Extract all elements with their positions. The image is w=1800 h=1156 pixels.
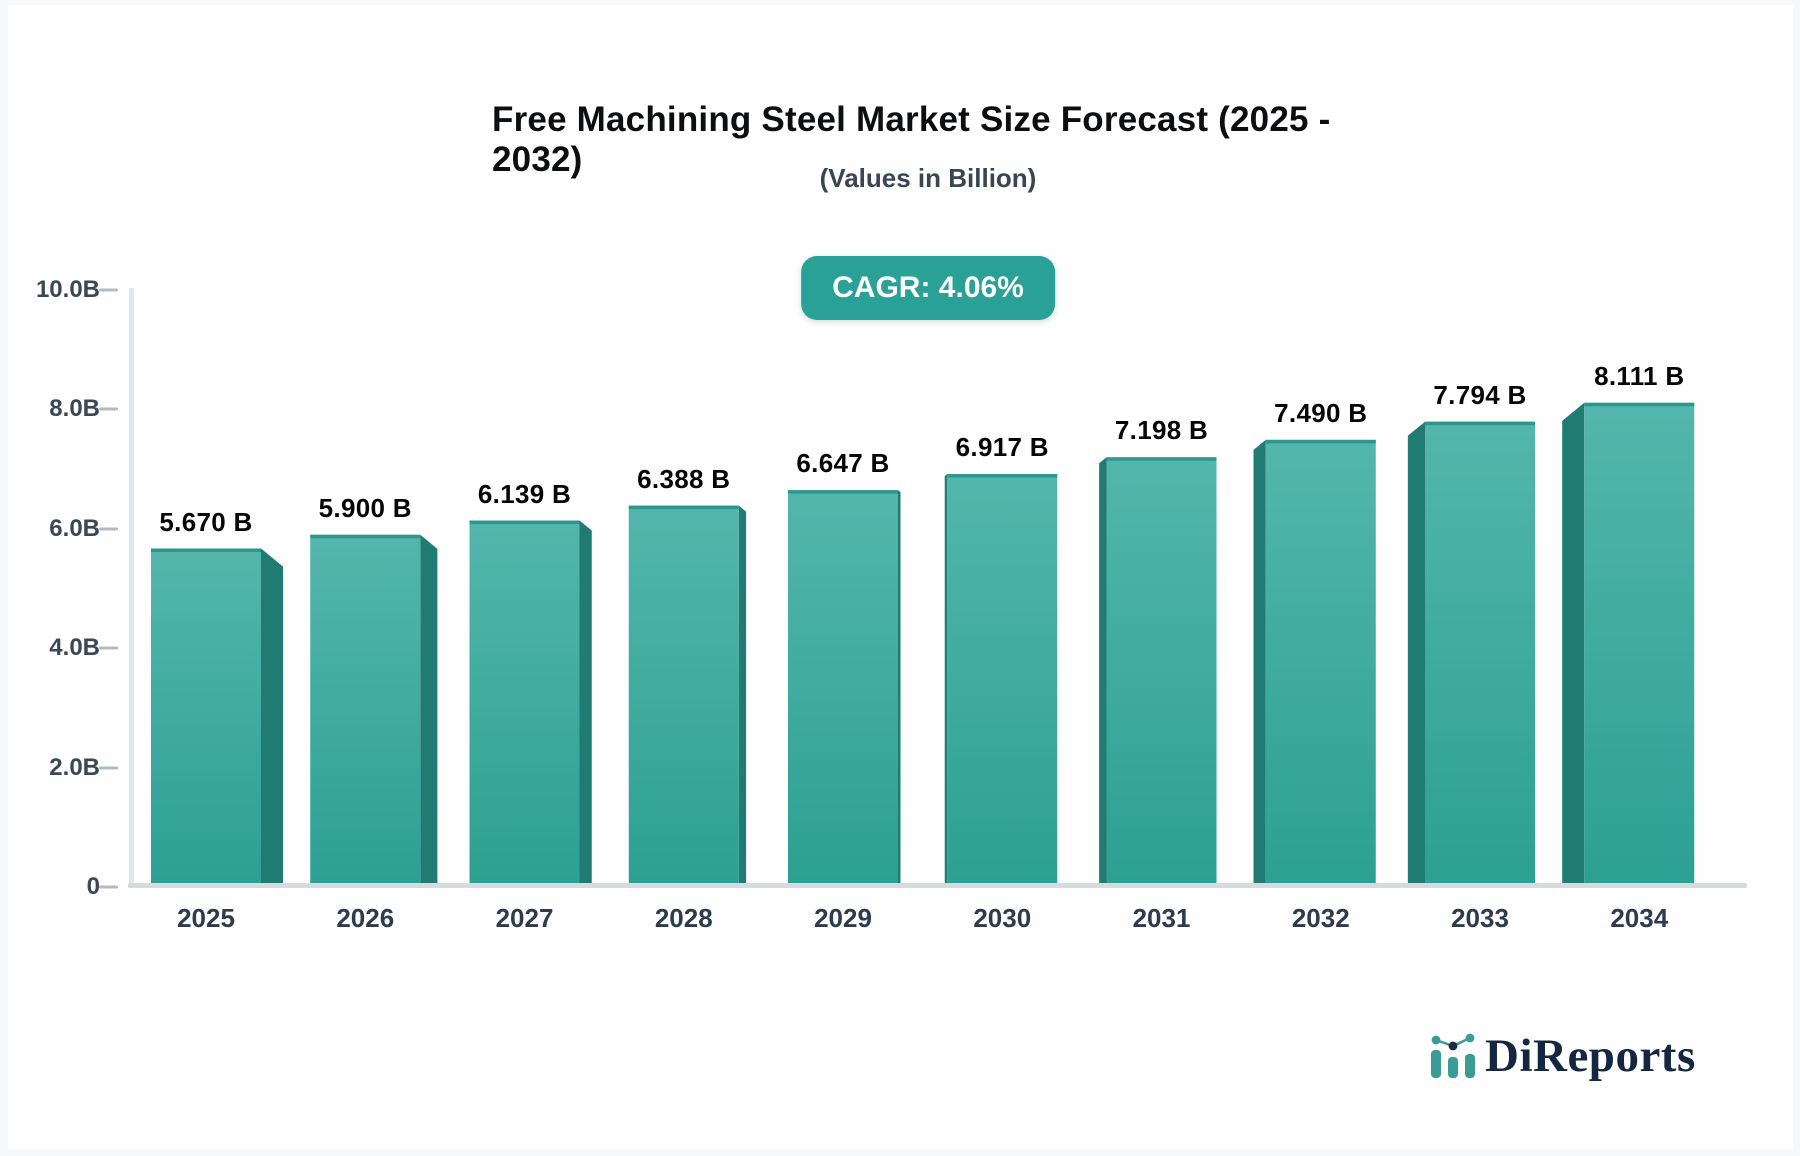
x-axis-label: 2029 [814, 903, 872, 933]
bar-value-label: 5.900 B [318, 492, 412, 523]
bar-value-label: 6.917 B [955, 432, 1049, 463]
bar-top-edge [1106, 457, 1217, 461]
bar-top-edge [788, 490, 898, 494]
bar-front-face [1425, 421, 1535, 887]
x-axis-label: 2030 [973, 903, 1032, 933]
y-tick-label: 2.0B [49, 753, 100, 781]
x-axis-line [128, 883, 1747, 888]
bar-2034 [1562, 402, 1695, 887]
cagr-badge: CAGR: 4.06% [801, 256, 1055, 320]
y-tick-label: 8.0B [49, 395, 100, 423]
bar-top-edge [947, 474, 1058, 478]
bar-front-face [788, 490, 898, 887]
chart-title: Free Machining Steel Market Size Forecas… [492, 100, 1331, 179]
x-axis-label: 2033 [1451, 903, 1509, 933]
bar-value-label: 7.198 B [1114, 415, 1209, 446]
bar-side-face [1562, 402, 1585, 887]
y-tick-label: 0 [86, 873, 100, 900]
bar-side-face [944, 474, 948, 887]
bar-value-label: 6.647 B [796, 448, 890, 479]
y-tick-dash [99, 288, 118, 292]
y-tick-label: 6.0B [49, 514, 100, 542]
x-axis-label: 2026 [336, 903, 395, 933]
bar-side-face [1253, 439, 1266, 887]
x-axis-label: 2032 [1291, 903, 1350, 933]
bar-2026 [310, 534, 438, 887]
bar-top-edge [310, 534, 421, 539]
bar-2029 [788, 490, 901, 887]
bar-side-face [261, 548, 284, 887]
bar-2032 [1253, 439, 1376, 887]
bar-value-label: 8.111 B [1594, 360, 1685, 391]
x-axis-label: 2031 [1132, 903, 1191, 933]
bar-2030 [944, 474, 1058, 887]
bar-chart-logo-icon [1431, 1033, 1475, 1078]
x-axis-label: 2025 [177, 903, 235, 933]
bar-top-edge [469, 520, 580, 525]
chart-subtitle: (Values in Billion) [819, 163, 1037, 193]
y-tick-dash [99, 527, 118, 531]
bar-side-face [1407, 421, 1425, 887]
bar-side-face [738, 505, 747, 887]
brand-name: DiReports [1485, 1030, 1696, 1082]
bar-value-label: 6.139 B [477, 478, 572, 509]
bar-value-label: 7.490 B [1274, 397, 1368, 428]
bar-value-label: 7.794 B [1433, 379, 1527, 410]
bar-value-label: 5.670 B [159, 506, 253, 537]
bar-side-face [420, 534, 438, 887]
bar-2033 [1407, 421, 1535, 887]
bar-side-face [579, 520, 592, 887]
y-tick-dash [99, 766, 118, 770]
bar-front-face [469, 520, 580, 887]
x-axis-label: 2034 [1610, 903, 1669, 933]
bar-2031 [1099, 457, 1217, 887]
x-axis-label: 2027 [495, 903, 554, 933]
brand-logo: DiReports [1430, 1030, 1696, 1080]
bar-value-label: 6.388 B [637, 463, 731, 494]
bar-front-face [628, 505, 739, 887]
y-axis-line [129, 288, 134, 887]
x-axis-label: 2028 [654, 903, 713, 933]
bar-front-face [1106, 457, 1217, 887]
bar-2025 [151, 548, 284, 887]
bar-side-face [1099, 457, 1107, 887]
bar-front-face [1265, 439, 1376, 887]
bar-side-face [898, 490, 901, 887]
bar-front-face [1584, 402, 1695, 887]
y-tick-dash [99, 407, 118, 411]
bar-front-face [310, 534, 421, 887]
y-tick-dash [99, 646, 118, 650]
y-tick-dash [99, 885, 118, 889]
bar-top-edge [1584, 402, 1695, 407]
y-tick-label: 10.0B [35, 276, 100, 303]
y-tick-label: 4.0B [49, 634, 100, 662]
bar-top-edge [151, 548, 261, 553]
bar-top-edge [628, 505, 739, 510]
bar-top-edge [1425, 421, 1535, 426]
bar-front-face [947, 474, 1058, 887]
bar-2028 [628, 505, 747, 887]
bar-top-edge [1265, 439, 1376, 444]
bar-2027 [469, 520, 592, 887]
bar-front-face [151, 548, 261, 887]
